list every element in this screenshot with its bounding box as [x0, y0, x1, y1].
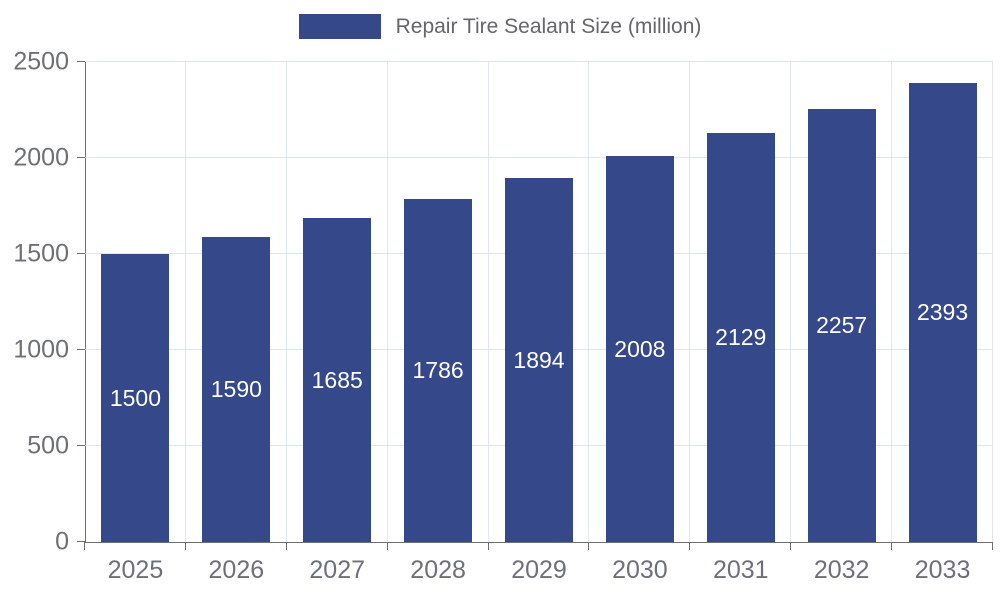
x-tick-mark	[285, 542, 287, 550]
x-tick-mark	[790, 542, 792, 550]
x-tick-label-2025: 2025	[107, 556, 164, 584]
x-tick-mark	[184, 542, 186, 550]
v-gridline	[689, 62, 691, 542]
bar-2033[interactable]: 2393	[908, 82, 977, 542]
bar-2032[interactable]: 2257	[807, 108, 876, 542]
h-gridline	[85, 157, 993, 158]
x-tick-label-2031: 2031	[712, 556, 769, 584]
v-gridline	[992, 62, 993, 542]
plot-area: 1500 1590 1685 1786 1894 2008 2129 2257 2393 0 50…	[13, 48, 993, 584]
bar-2028[interactable]: 1786	[404, 199, 473, 542]
x-tick-mark	[891, 542, 893, 550]
bar-value-label: 1500	[109, 384, 162, 411]
y-tick-label: 1500	[13, 239, 69, 268]
legend-swatch	[298, 14, 381, 39]
v-gridline	[891, 62, 893, 542]
bar-value-label: 1894	[513, 346, 565, 373]
bar-value-label: 2008	[614, 335, 666, 362]
x-tick-mark	[487, 542, 489, 550]
v-gridline	[285, 62, 287, 542]
bar-2031[interactable]: 2129	[706, 133, 775, 542]
bar-value-label: 2393	[916, 298, 969, 325]
bar-2025[interactable]: 1500	[101, 254, 170, 542]
bar-value-label: 2129	[715, 324, 767, 351]
x-tick-label-2029: 2029	[511, 556, 567, 584]
legend[interactable]: Repair Tire Sealant Size (million)	[0, 14, 1000, 39]
x-tick-mark	[84, 542, 85, 550]
y-tick-mark	[77, 541, 85, 542]
v-gridline	[790, 62, 792, 542]
x-tick-label-2026: 2026	[208, 556, 265, 584]
y-axis-line	[85, 62, 86, 542]
bar-value-label: 2257	[816, 311, 868, 338]
x-axis-line	[85, 542, 993, 543]
y-tick-mark	[77, 157, 85, 158]
x-tick-mark	[386, 542, 388, 550]
bar-value-label: 1786	[412, 357, 464, 384]
bar-2027[interactable]: 1685	[303, 218, 372, 542]
bar-2029[interactable]: 1894	[505, 178, 573, 542]
x-tick-label-2033: 2033	[914, 556, 971, 584]
y-tick-mark	[77, 349, 85, 350]
y-tick-label: 2500	[13, 47, 69, 76]
x-tick-label-2027: 2027	[309, 556, 366, 584]
v-gridline	[184, 62, 186, 542]
bar-value-label: 1590	[210, 375, 262, 402]
x-tick-mark	[588, 542, 590, 550]
h-gridline	[85, 61, 993, 62]
x-tick-mark	[689, 542, 691, 550]
x-tick-label-2032: 2032	[813, 556, 870, 584]
x-tick-label-2028: 2028	[410, 556, 466, 584]
v-gridline	[487, 62, 489, 542]
y-tick-label: 2000	[13, 143, 69, 172]
y-tick-mark	[77, 61, 85, 62]
y-tick-label: 500	[27, 431, 69, 460]
x-tick-label-2030: 2030	[612, 556, 668, 584]
bar-2026[interactable]: 1590	[202, 236, 271, 542]
y-tick-label: 1000	[13, 335, 69, 364]
y-tick-label: 0	[55, 527, 69, 556]
y-tick-mark	[77, 445, 85, 446]
bar-value-label: 1685	[311, 366, 363, 393]
legend-label: Repair Tire Sealant Size (million)	[395, 14, 702, 38]
v-gridline	[588, 62, 590, 542]
v-gridline	[386, 62, 388, 542]
x-tick-mark	[992, 542, 993, 550]
y-tick-mark	[77, 253, 85, 254]
bar-2030[interactable]: 2008	[605, 156, 674, 542]
